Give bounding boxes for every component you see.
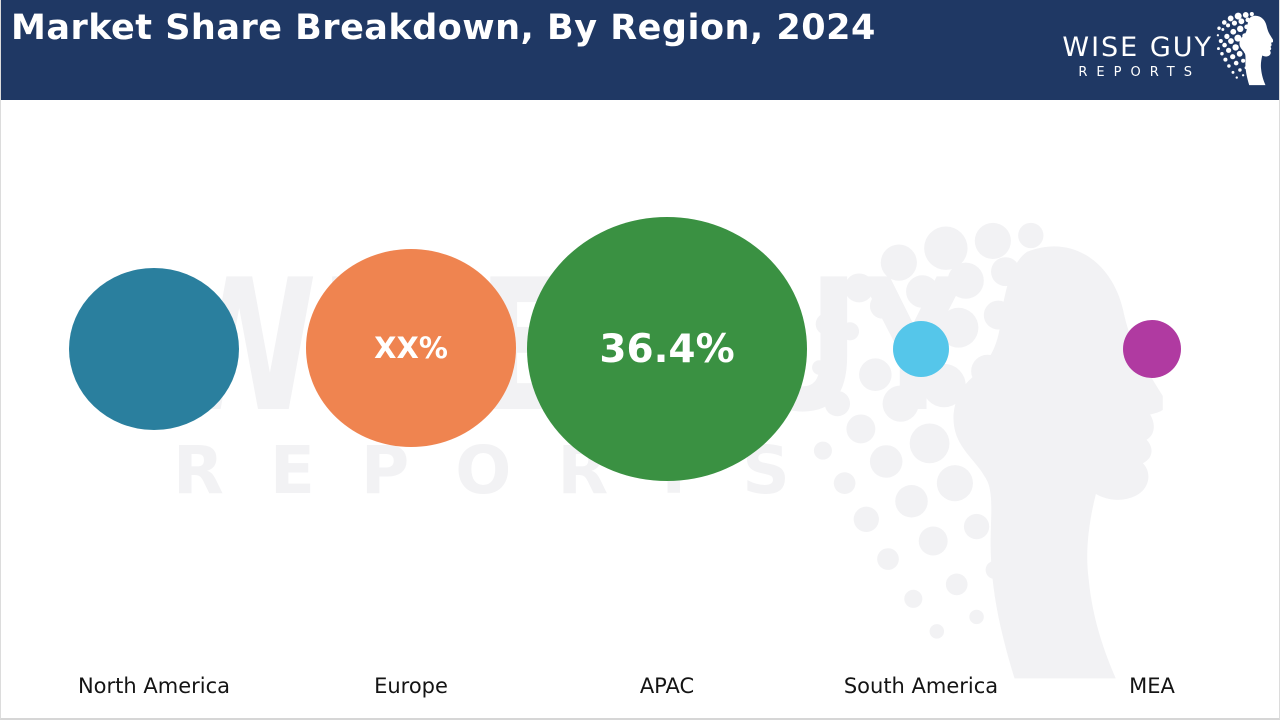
header: Market Share Breakdown, By Region, 2024 … bbox=[1, 0, 1279, 100]
wise-guy-logo: WISE GUY REPORTS bbox=[1062, 6, 1273, 86]
bubble-mea bbox=[1123, 320, 1181, 378]
logo-wordmark: WISE GUY bbox=[1062, 31, 1213, 63]
bubble-value-label: XX% bbox=[374, 331, 448, 365]
watermark-head-icon bbox=[801, 212, 1163, 682]
bubble-value-label: 36.4% bbox=[599, 326, 735, 372]
category-label-apac: APAC bbox=[639, 674, 695, 698]
category-label-europe: Europe bbox=[374, 674, 448, 698]
bubble-chart: WISE GUY REPORTS North AmericaXX%Europe3… bbox=[1, 100, 1279, 718]
category-label-north-america: North America bbox=[77, 674, 231, 698]
logo-text: WISE GUY REPORTS bbox=[1062, 34, 1213, 79]
bubble-europe: XX% bbox=[306, 249, 516, 447]
bubble-south-america bbox=[893, 321, 949, 377]
logo-subtitle: REPORTS bbox=[1078, 64, 1201, 80]
bubble-north-america bbox=[69, 268, 239, 430]
bubble-apac: 36.4% bbox=[527, 217, 807, 481]
category-label-south-america: South America bbox=[843, 674, 999, 698]
wise-guy-head-icon bbox=[1215, 10, 1273, 86]
category-label-mea: MEA bbox=[1129, 674, 1175, 698]
page-title: Market Share Breakdown, By Region, 2024 bbox=[11, 8, 876, 48]
